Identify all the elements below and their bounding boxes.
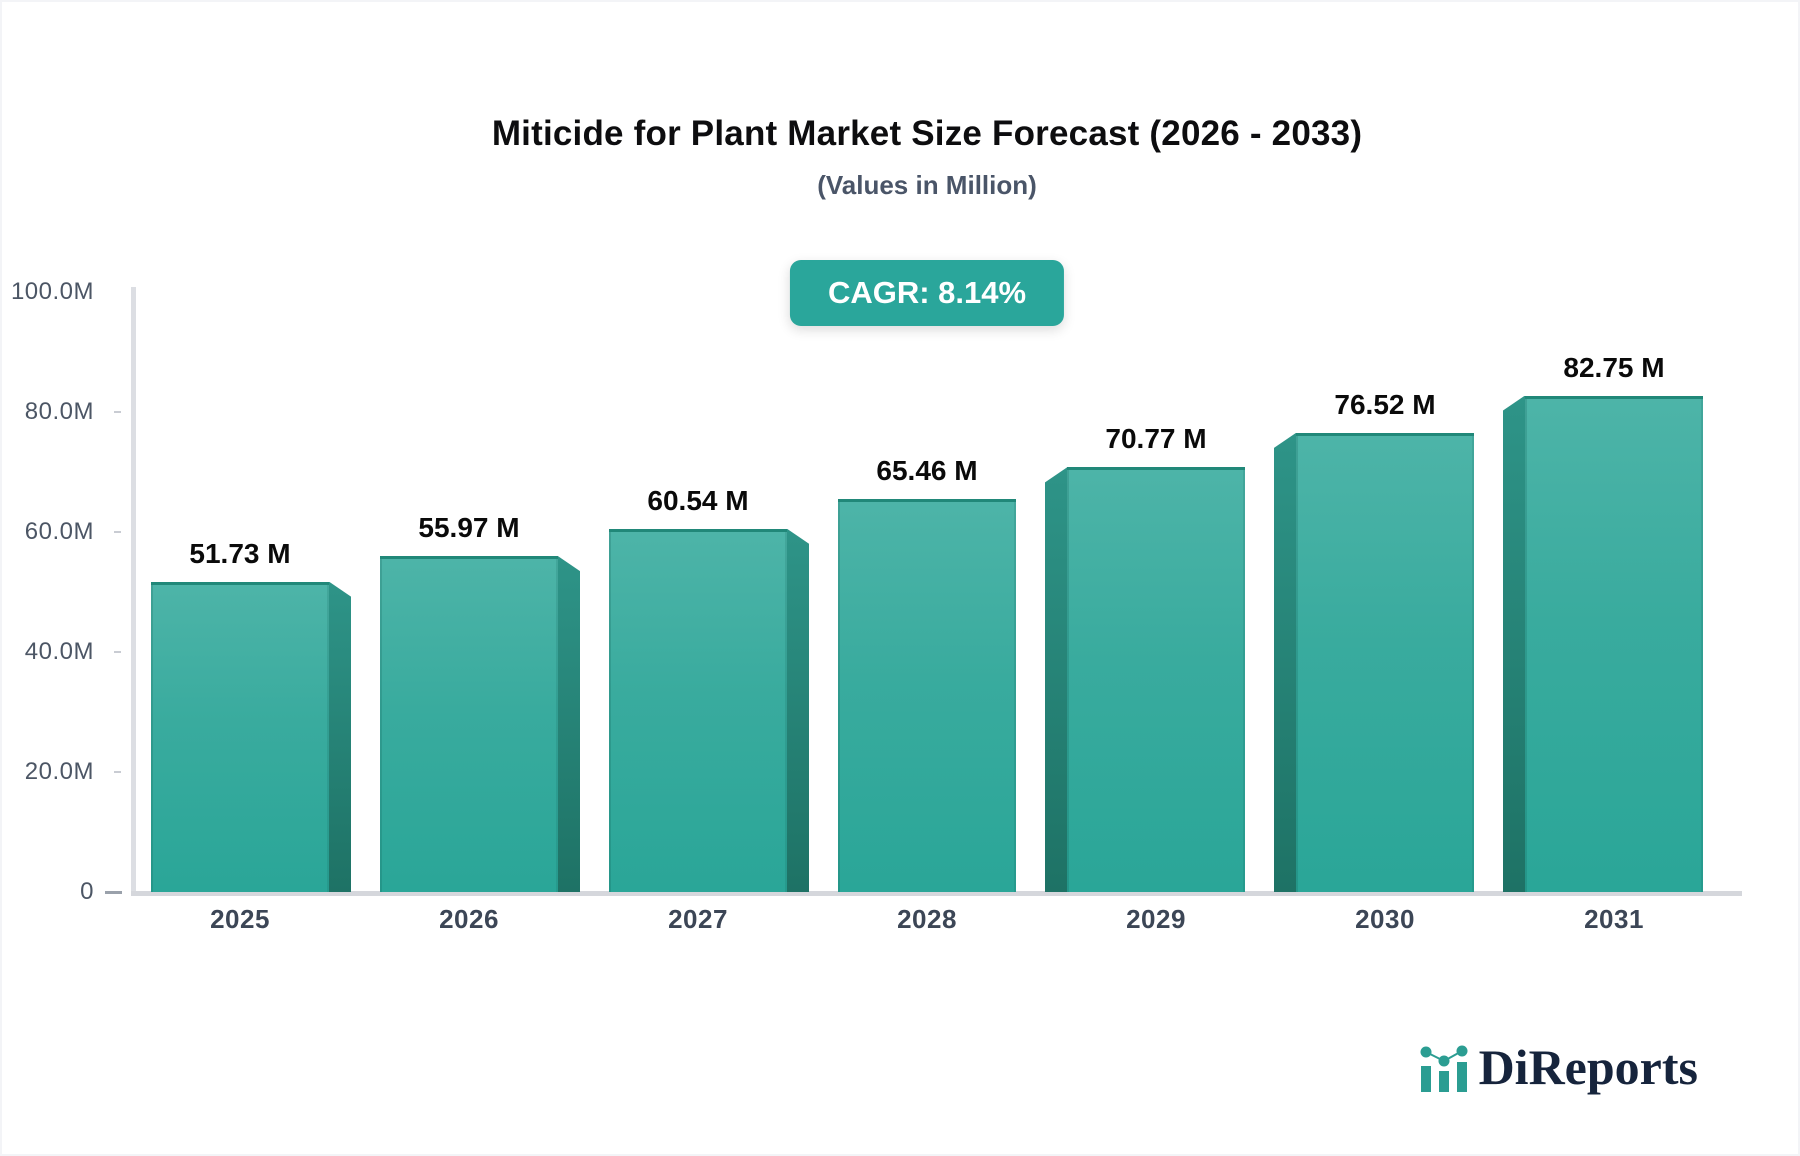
y-tick-label: 100.0M (10, 278, 94, 305)
y-tick-mark (114, 651, 121, 653)
x-axis-line (131, 891, 1742, 896)
chart-title: Miticide for Plant Market Size Forecast … (491, 114, 1363, 153)
y-tick-label: 0 (80, 878, 94, 905)
x-tick-label: 2027 (668, 904, 728, 934)
bar-value-label: 82.75 M (1563, 351, 1665, 383)
bar-front (609, 528, 787, 892)
x-tick-label: 2025 (210, 904, 270, 934)
x-tick-label: 2030 (1355, 904, 1415, 934)
bar-front (1525, 395, 1703, 892)
x-tick-label: 2028 (897, 904, 957, 934)
y-tick-mark (114, 411, 121, 413)
bar-side (1503, 395, 1525, 892)
bar-side (1045, 467, 1067, 892)
bar-front (380, 556, 558, 892)
bar-side (329, 581, 351, 892)
bar-value-label: 60.54 M (647, 484, 749, 516)
x-tick-label: 2026 (439, 904, 499, 934)
bar-value-label: 65.46 M (876, 455, 978, 487)
y-tick-mark (105, 891, 122, 894)
y-axis-line (131, 287, 136, 895)
bar-front (1296, 432, 1474, 892)
bar-side (787, 528, 809, 892)
bar-front (1067, 467, 1245, 892)
bar-value-label: 51.73 M (189, 537, 291, 569)
brand-logo-icon (1420, 1045, 1468, 1092)
y-tick-label: 60.0M (24, 518, 94, 545)
bar-front (838, 499, 1016, 892)
chart-subtitle: (Values in Million) (817, 170, 1037, 200)
bar-value-label: 70.77 M (1105, 423, 1207, 455)
y-tick-mark (114, 531, 121, 533)
brand-logo: DiReports (1419, 1040, 1698, 1092)
y-tick-label: 20.0M (24, 758, 94, 785)
y-tick-label: 80.0M (24, 398, 94, 425)
x-tick-label: 2031 (1584, 904, 1644, 934)
x-tick-label: 2029 (1126, 904, 1186, 934)
y-tick-mark (114, 771, 121, 773)
bar-value-label: 55.97 M (418, 512, 520, 544)
cagr-badge: CAGR: 8.14% (789, 260, 1065, 326)
bar-side (1274, 432, 1296, 892)
y-tick-label: 40.0M (24, 638, 94, 665)
bar-front (151, 581, 329, 892)
bar-side (558, 556, 580, 892)
bar-value-label: 76.52 M (1334, 388, 1436, 420)
brand-logo-text: DiReports (1478, 1039, 1698, 1095)
